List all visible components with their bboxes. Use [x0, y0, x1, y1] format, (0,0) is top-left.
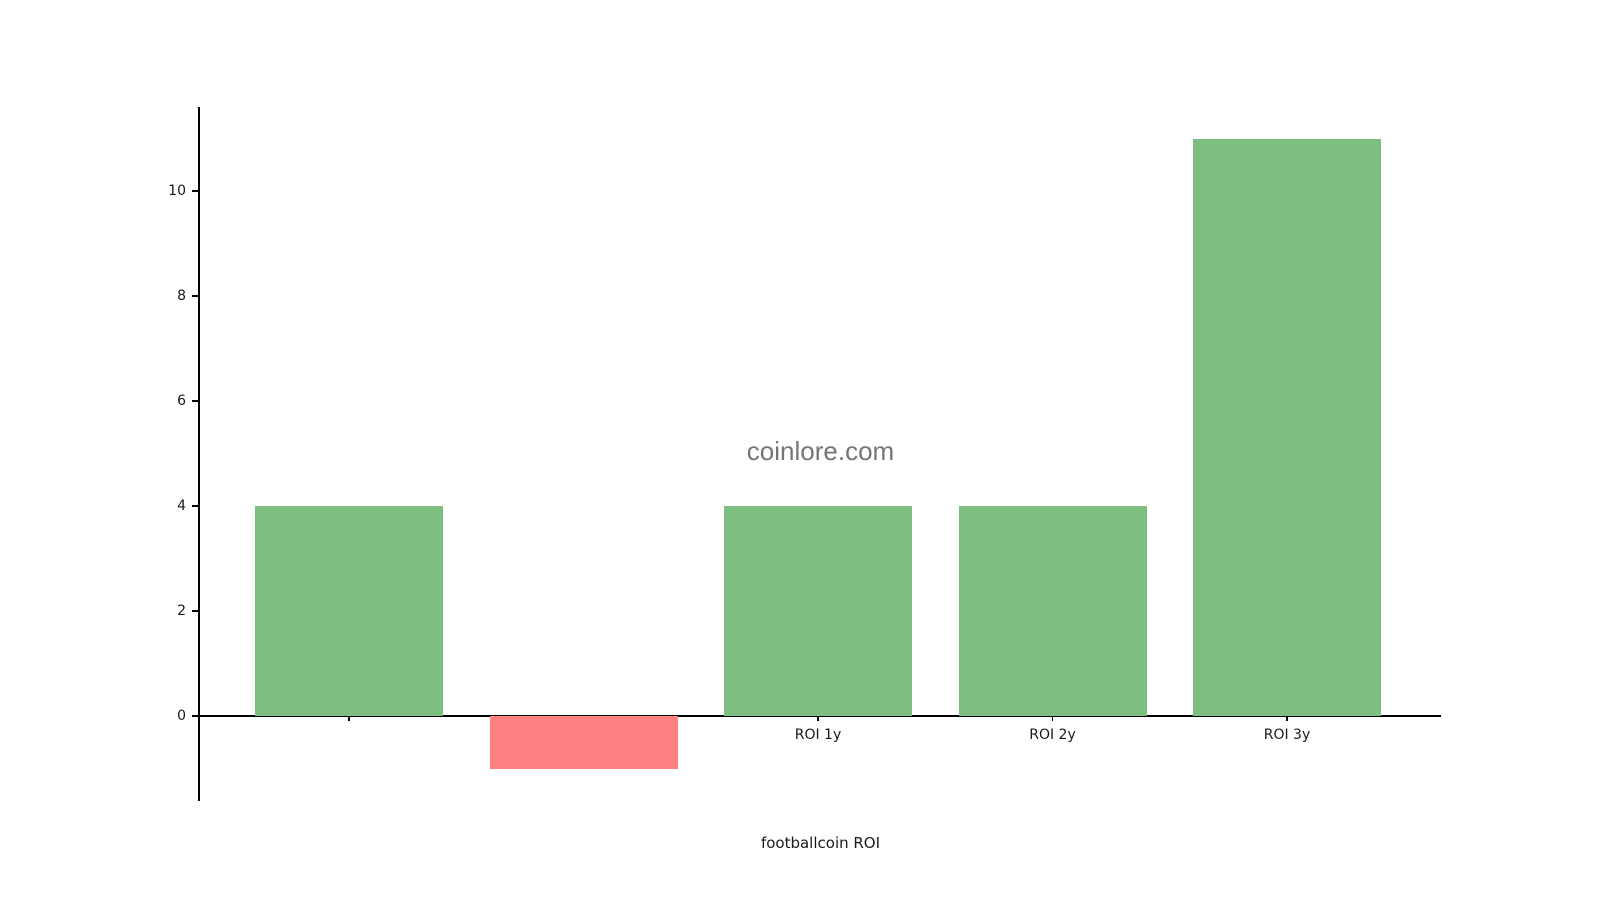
bar-column-2	[489, 716, 678, 769]
y-tick-label: 8	[177, 288, 186, 304]
bar-roi-3y	[1193, 138, 1381, 716]
x-tick-label: ROI 2y	[1029, 727, 1076, 743]
x-tick-label: ROI 1y	[794, 727, 842, 743]
y-tick-mark	[192, 295, 199, 297]
y-tick-label: 6	[177, 393, 186, 409]
bar-roi-1y	[724, 506, 912, 716]
y-tick-mark	[192, 715, 199, 717]
x-tick-mark	[1051, 716, 1054, 721]
watermark: coinlore.com	[746, 436, 895, 466]
x-tick-mark	[1286, 716, 1288, 721]
bar-roi-2y	[958, 506, 1147, 716]
x-tick-mark	[817, 716, 819, 721]
y-tick-label: 0	[177, 708, 186, 724]
x-tick-label: ROI 3y	[1263, 727, 1311, 743]
bar-column-1	[255, 506, 443, 716]
y-tick-label: 4	[177, 498, 186, 514]
y-tick-label: 2	[177, 603, 186, 619]
y-tick-mark	[192, 400, 199, 402]
y-tick-mark	[192, 610, 199, 612]
y-tick-label: 10	[168, 183, 186, 199]
y-axis-line	[198, 107, 200, 801]
y-tick-mark	[192, 190, 199, 192]
x-tick-mark	[348, 716, 350, 721]
y-tick-mark	[192, 505, 199, 507]
x-axis-title: footballcoin ROI	[760, 834, 881, 852]
